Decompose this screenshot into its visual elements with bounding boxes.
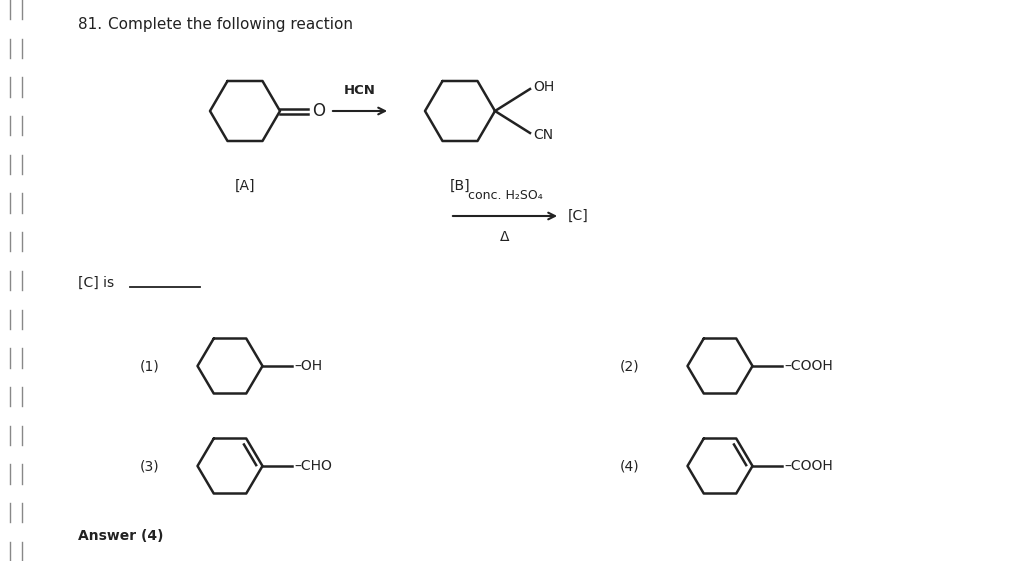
Text: OH: OH: [534, 80, 554, 94]
Text: CN: CN: [534, 128, 553, 142]
Text: –COOH: –COOH: [784, 359, 833, 373]
Text: (1): (1): [140, 359, 160, 373]
Text: [C] is: [C] is: [78, 276, 119, 290]
Text: Answer (4): Answer (4): [78, 529, 164, 543]
Text: (2): (2): [620, 359, 640, 373]
Text: (3): (3): [140, 459, 160, 473]
Text: O: O: [312, 102, 325, 120]
Text: –CHO: –CHO: [294, 459, 332, 473]
Text: conc. H₂SO₄: conc. H₂SO₄: [468, 189, 543, 202]
Text: [A]: [A]: [234, 179, 255, 193]
Text: HCN: HCN: [344, 84, 376, 97]
Text: –COOH: –COOH: [784, 459, 833, 473]
Text: 81.: 81.: [78, 16, 102, 31]
Text: [B]: [B]: [450, 179, 470, 193]
Text: –OH: –OH: [294, 359, 323, 373]
Text: [C]: [C]: [568, 209, 589, 223]
Text: Complete the following reaction: Complete the following reaction: [108, 16, 353, 31]
Text: Δ: Δ: [501, 230, 510, 244]
Text: (4): (4): [620, 459, 640, 473]
